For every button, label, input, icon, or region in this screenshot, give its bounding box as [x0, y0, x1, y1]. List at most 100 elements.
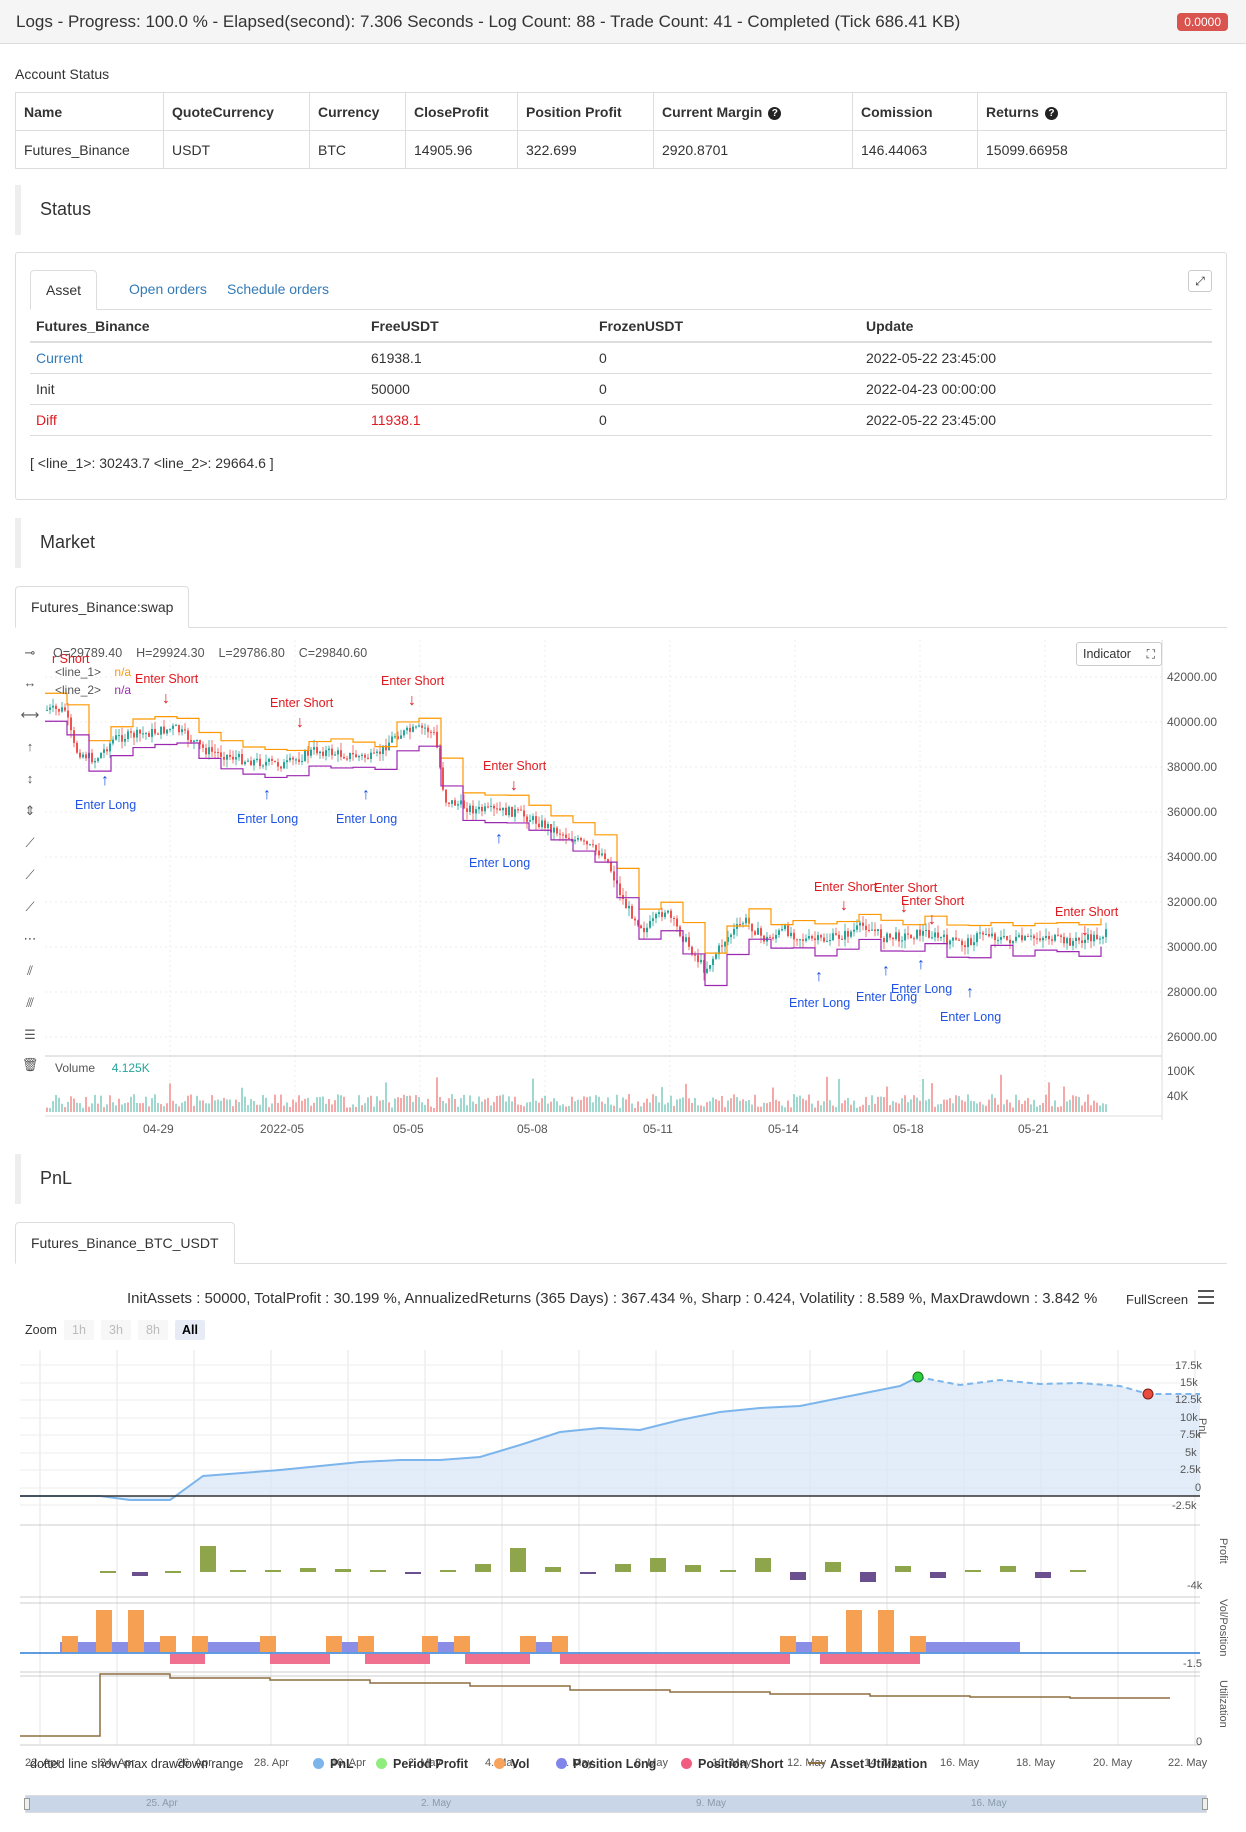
question-circle-icon[interactable]: ?	[1044, 106, 1058, 120]
volume-bar	[523, 1106, 525, 1112]
annotation-enter-short: Enter Short	[483, 759, 547, 773]
expand-icon[interactable]: ⤢	[1188, 270, 1212, 292]
candle-body	[472, 805, 474, 814]
question-circle-icon[interactable]: ?	[768, 106, 782, 120]
candle-body	[943, 934, 945, 938]
candle-body	[751, 923, 753, 932]
trend-segment-icon[interactable]: ⟋	[25, 899, 35, 914]
pnl-time-tick: 20. May	[1093, 1757, 1133, 1769]
menu-icon[interactable]	[1198, 1290, 1214, 1304]
volume-bar	[859, 1106, 861, 1112]
volume-bar	[733, 1094, 735, 1112]
zoom-3h-button[interactable]: 3h	[101, 1320, 131, 1340]
legend-label: PnL	[330, 1757, 354, 1771]
candle-body	[277, 762, 279, 767]
volume-bar	[331, 1104, 333, 1112]
tab-asset[interactable]: Asset	[30, 270, 98, 310]
fibonacci-icon[interactable]: ☰	[24, 1027, 36, 1042]
price-label-icon[interactable]: ⋯	[23, 931, 37, 946]
zoom-8h-button[interactable]: 8h	[138, 1320, 168, 1340]
volume-bar	[823, 1101, 825, 1112]
volume-bar	[976, 1103, 978, 1112]
candle-body	[136, 729, 138, 738]
table-row: Futures_Binance USDT BTC 14905.96 322.69…	[15, 130, 1227, 169]
fullscreen-icon[interactable]: ⛶	[1146, 647, 1155, 661]
candle-body	[304, 750, 306, 761]
trend-ray-icon[interactable]: ⟋	[25, 835, 35, 850]
zoom-1h-button[interactable]: 1h	[64, 1320, 94, 1340]
volume-bar	[1063, 1086, 1065, 1112]
section-accent	[15, 518, 21, 568]
vertical-ray-icon[interactable]: ↑	[26, 739, 34, 754]
candle-body	[373, 752, 375, 754]
candle-body	[463, 800, 465, 809]
parallel-lines-icon[interactable]: ⫻	[26, 995, 34, 1010]
trend-line-icon[interactable]: ⟋	[25, 867, 35, 882]
profit-bar	[335, 1569, 351, 1572]
table-cell[interactable]: Current	[30, 342, 365, 374]
candle-body	[886, 933, 888, 942]
navigator-scrollbar[interactable]: 25. Apr 2. May 9. May 16. May	[24, 1795, 1208, 1813]
horizontal-segment-icon[interactable]: ⟷	[20, 707, 40, 722]
legend-period-profit[interactable]: Period Profit	[376, 1757, 468, 1771]
pnl-time-tick: 18. May	[1016, 1757, 1056, 1769]
table-cell: 11938.1	[365, 404, 593, 436]
candle-body	[595, 844, 597, 851]
navigator-handle-right[interactable]	[1202, 1798, 1208, 1810]
volume-bar	[223, 1097, 225, 1112]
candle-body	[1039, 938, 1041, 941]
indicator-button[interactable]: Indicator ⛶	[1076, 642, 1162, 666]
candle-body	[466, 808, 468, 812]
candle-body	[925, 930, 927, 932]
tab-futures-binance-btc-usdt[interactable]: Futures_Binance_BTC_USDT	[15, 1222, 235, 1264]
volume-bar	[811, 1103, 813, 1112]
vertical-line-icon[interactable]: ↕	[26, 771, 34, 786]
tab-futures-binance-swap[interactable]: Futures_Binance:swap	[15, 586, 190, 628]
fullscreen-button[interactable]: FullScreen	[1126, 1292, 1189, 1307]
volume-bar	[1000, 1074, 1002, 1112]
pnl-chart[interactable]	[20, 1350, 1240, 1750]
volume-bar	[502, 1094, 504, 1112]
volume-bar	[718, 1100, 720, 1112]
candle-body	[202, 744, 204, 748]
volume-bar	[871, 1095, 873, 1112]
tab-open-orders[interactable]: Open orders	[129, 281, 207, 297]
volume-bar	[1012, 1107, 1014, 1112]
legend-pnl[interactable]: PnL	[313, 1757, 354, 1771]
kline-chart[interactable]	[45, 640, 1235, 1140]
legend-position-long[interactable]: Position Long	[556, 1757, 656, 1771]
candle-body	[670, 910, 672, 918]
zoom-all-button[interactable]: All	[175, 1320, 205, 1340]
candle-body	[457, 804, 459, 806]
volume-bar	[931, 1083, 933, 1112]
tab-schedule-orders[interactable]: Schedule orders	[227, 281, 329, 297]
legend-vol[interactable]: Vol	[494, 1757, 530, 1771]
volume-bar	[616, 1094, 618, 1112]
volume-bar	[898, 1103, 900, 1112]
volume-bar	[1015, 1094, 1017, 1112]
ohlc-readout: O=29789.40 H=29924.30 L=29786.80 C=29840…	[53, 646, 367, 660]
volume-bar	[727, 1100, 729, 1112]
candle-body	[1048, 935, 1050, 940]
horizontal-line-icon[interactable]: ↔	[23, 675, 37, 690]
volume-bar	[70, 1096, 72, 1112]
legend-position-short[interactable]: Position Short	[681, 1757, 783, 1771]
profit-bar	[300, 1568, 316, 1572]
navigator-handle-left[interactable]	[24, 1798, 30, 1810]
candle-body	[724, 941, 726, 947]
candle-body	[610, 862, 612, 872]
indicator-label: Indicator	[1083, 647, 1131, 661]
legend-asset-utilization[interactable]: Asset Utilization	[808, 1757, 927, 1771]
candle-body	[265, 761, 267, 766]
horizontal-ray-icon[interactable]: ⊸	[24, 645, 36, 660]
vertical-segment-icon[interactable]: ⇕	[24, 803, 36, 818]
navigator-range[interactable]	[26, 1796, 1206, 1812]
parallel-channel-icon[interactable]: ⫽	[27, 963, 33, 978]
volume-bar	[694, 1097, 696, 1112]
volume-bar	[901, 1098, 903, 1112]
volume-bar	[145, 1096, 147, 1112]
trash-icon[interactable]: 🗑	[21, 1057, 39, 1072]
volume-bar	[1003, 1104, 1005, 1112]
volume-bar	[1051, 1106, 1053, 1112]
volume-bar	[883, 1097, 885, 1112]
